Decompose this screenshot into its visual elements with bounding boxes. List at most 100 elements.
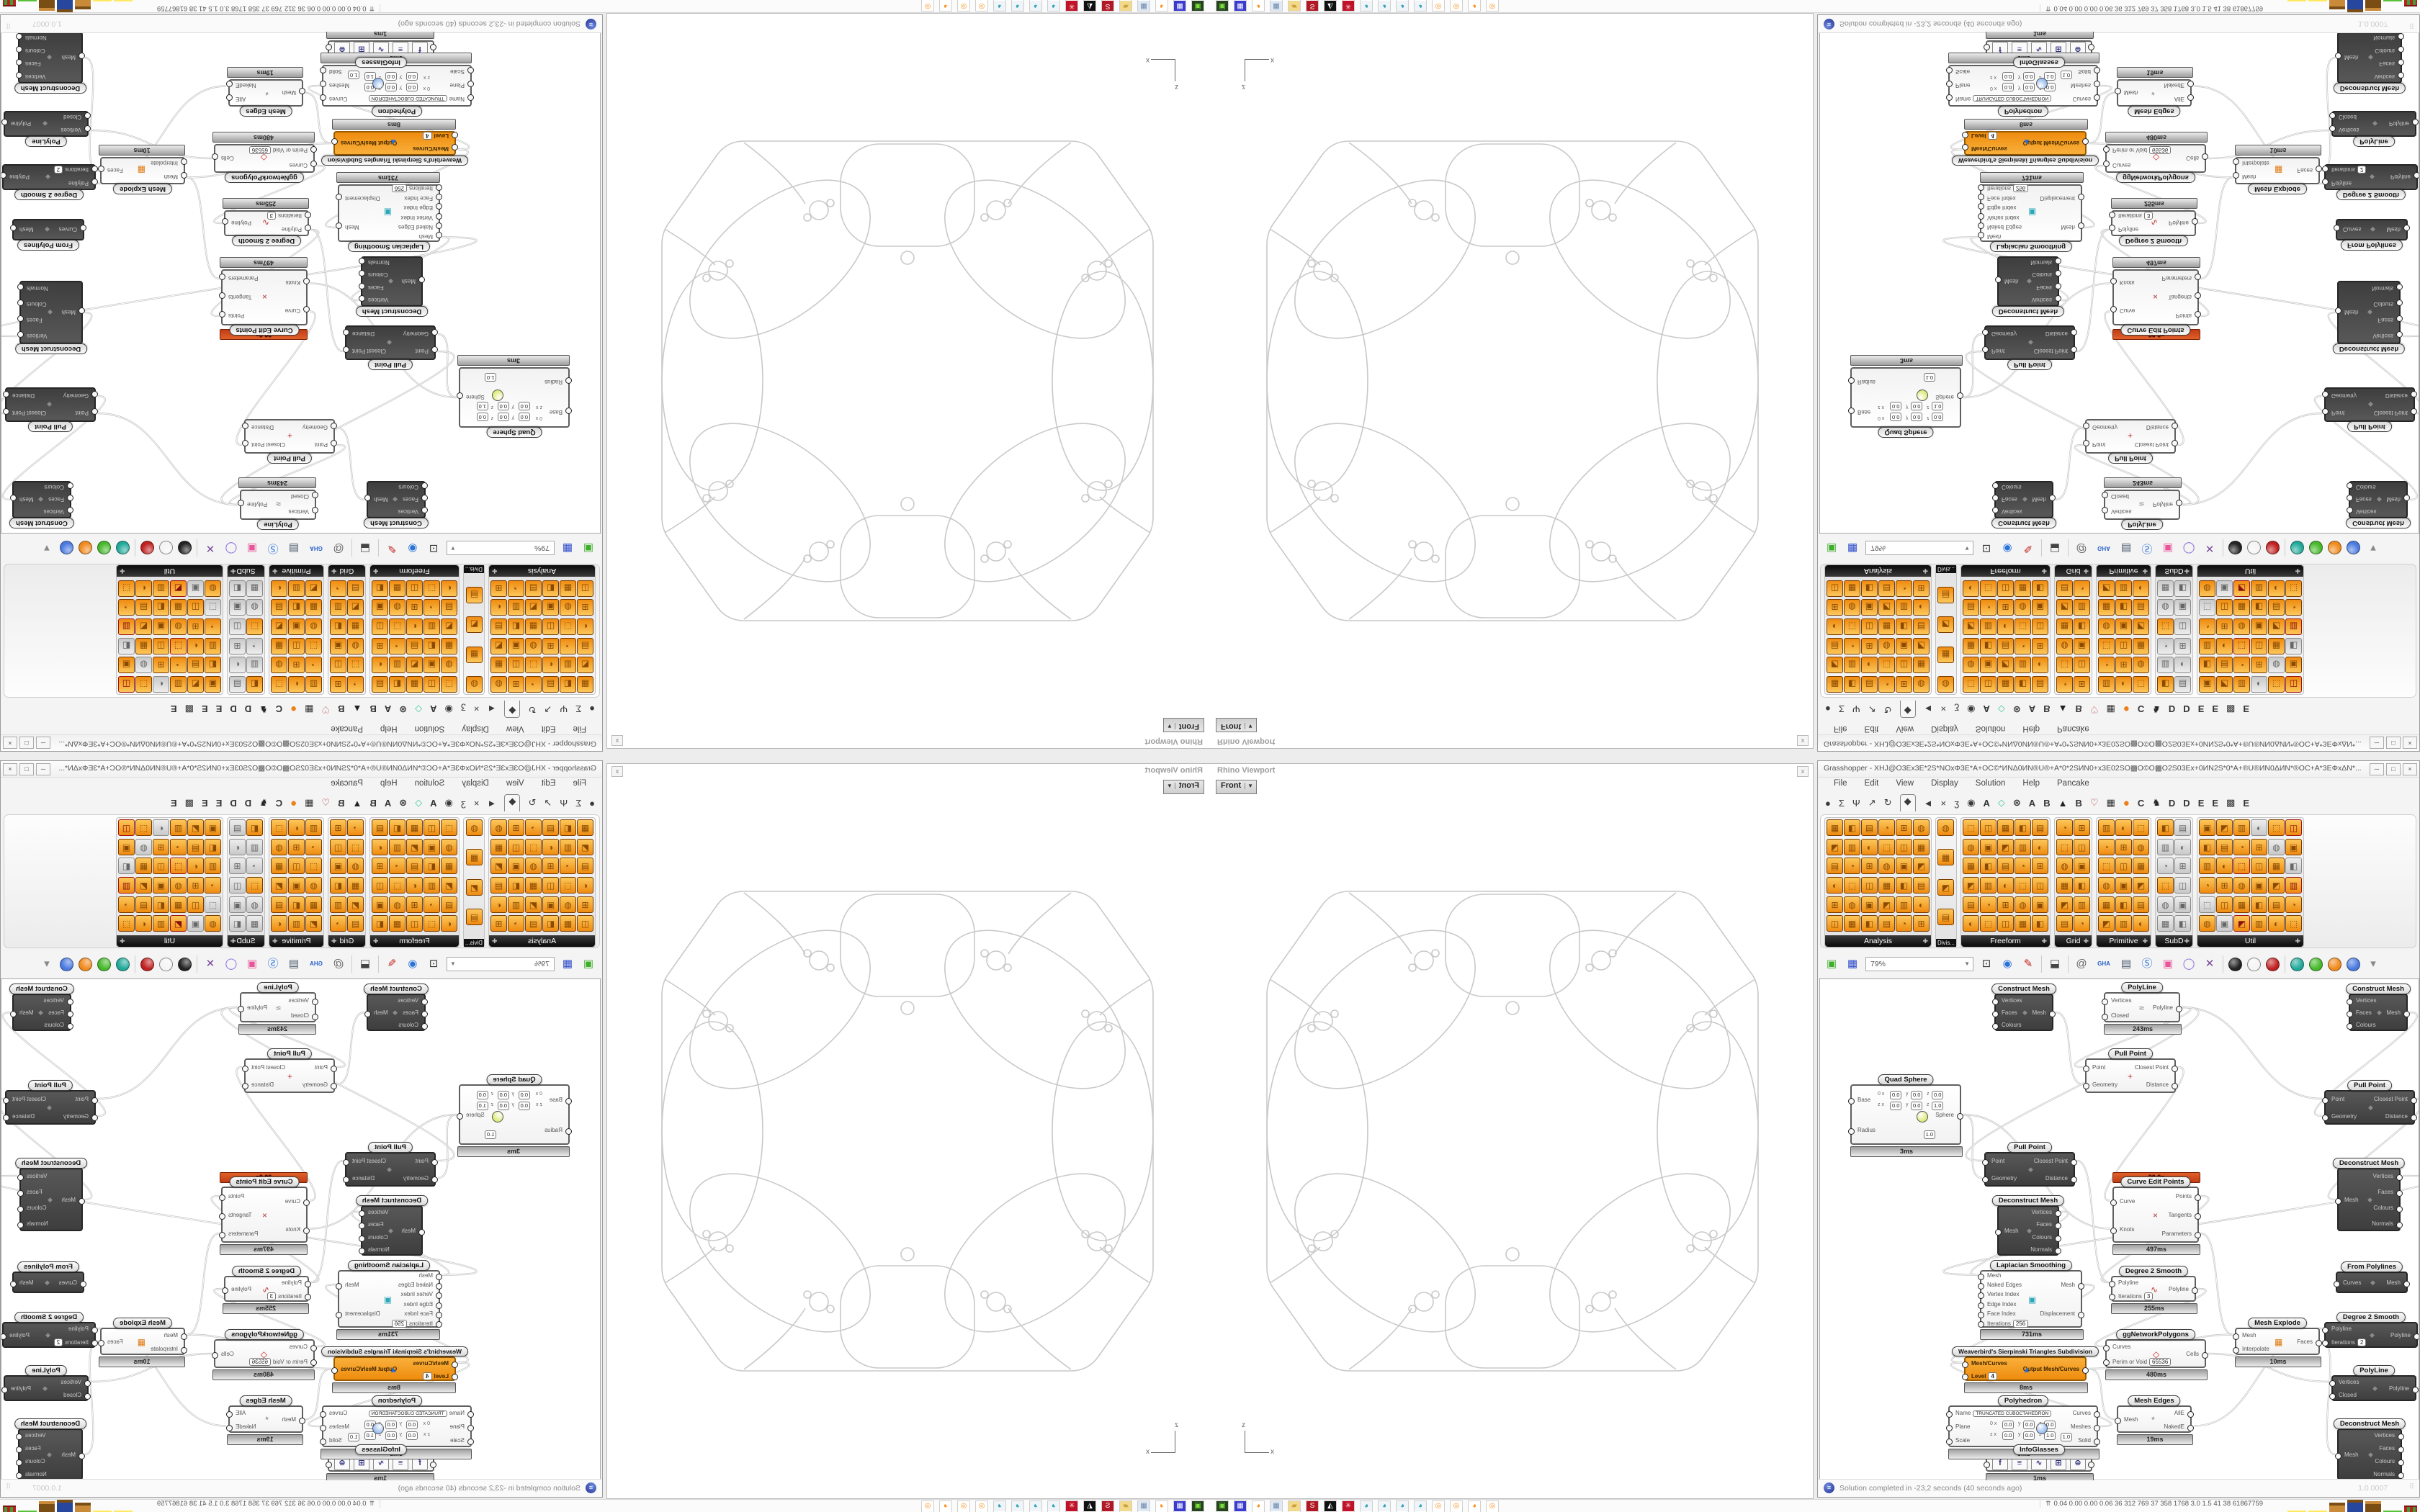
taskbar-icon-paint-palette[interactable]: ◕ <box>1360 1500 1373 1512</box>
output-port[interactable] <box>2187 1424 2194 1431</box>
field-value[interactable]: 0.0 <box>1890 1091 1902 1099</box>
output-port[interactable] <box>343 329 349 336</box>
output-port[interactable] <box>2403 1011 2410 1017</box>
component-icon[interactable]: ▥ <box>2098 676 2115 693</box>
component-icon[interactable]: ◫ <box>2074 657 2090 674</box>
preview-wire-button[interactable] <box>159 541 173 555</box>
input-port[interactable] <box>418 276 425 283</box>
output-port[interactable] <box>2094 66 2100 73</box>
component-icon[interactable]: ▥ <box>389 657 405 674</box>
chevron-down-icon[interactable]: ▼ <box>1166 723 1175 729</box>
field-value[interactable]: 0.0 <box>1890 1102 1902 1110</box>
component-icon[interactable]: ▦ <box>170 896 187 913</box>
output-port[interactable] <box>2411 391 2417 397</box>
component-icon[interactable]: ▦ <box>525 618 542 636</box>
plugin-tab[interactable]: ▲ <box>2058 703 2068 715</box>
input-value[interactable]: 4 <box>1988 132 1997 140</box>
component-icon[interactable]: ◩ <box>1997 657 2014 674</box>
plugin-tab[interactable]: ◇ <box>415 797 423 808</box>
output-port[interactable] <box>3 1097 9 1104</box>
component-icon[interactable]: ◍ <box>441 657 457 674</box>
component-icon[interactable]: ◫ <box>372 876 388 894</box>
component-icon[interactable]: ▥ <box>2251 915 2267 932</box>
component-icon[interactable]: ◩ <box>1878 896 1895 913</box>
expand-icon[interactable]: ✚ <box>331 567 337 575</box>
component-icon[interactable]: ▥ <box>2074 599 2090 616</box>
palette-section-label[interactable]: Util ✚ <box>2197 935 2303 947</box>
component-icon[interactable]: ▦ <box>490 838 507 855</box>
component-icon[interactable]: ◍ <box>2098 876 2115 894</box>
gh-node-fp[interactable]: Curves Mesh ◆ <box>10 1272 86 1293</box>
plugin-tab[interactable]: ◇ <box>1997 797 2005 808</box>
category-tab-icon[interactable]: Σ <box>575 703 582 715</box>
component-icon[interactable]: ◧ <box>560 676 576 693</box>
taskbar-icon-floppy-64[interactable]: ▦ <box>1234 1500 1247 1512</box>
component-icon[interactable]: ▦ <box>2268 637 2285 654</box>
component-icon[interactable]: ▥ <box>153 580 169 597</box>
node-label-cmB[interactable]: Construct Mesh <box>9 984 74 994</box>
plugin-tab[interactable]: B <box>338 797 345 809</box>
component-icon[interactable]: ⬚ <box>271 819 287 836</box>
node-label-plB[interactable]: PolyLine <box>25 1365 67 1376</box>
gh-node-me[interactable]: Mesh AllE NakedE * <box>226 79 305 107</box>
taskbar-icon-calculator[interactable]: ▦ <box>1270 1500 1283 1512</box>
component-icon[interactable]: ▤ <box>441 599 457 616</box>
component-icon[interactable]: ◔ <box>347 819 364 836</box>
input-port[interactable] <box>2347 495 2353 501</box>
node-label-ppA[interactable]: Pull Point <box>2108 1048 2153 1059</box>
taskbar-icon-firefox[interactable]: ◕ <box>1468 1500 1481 1512</box>
node-label-ppB[interactable]: Pull Point <box>28 1080 73 1091</box>
input-port[interactable] <box>305 1294 311 1300</box>
gha-loader-button[interactable]: GHA <box>310 960 323 967</box>
component-icon[interactable]: ◍ <box>2015 599 2031 616</box>
palette-section-label[interactable]: Grid ✚ <box>328 935 365 947</box>
component-icon[interactable]: ⬚ <box>424 915 440 932</box>
component-icon[interactable]: ◐ <box>542 657 559 674</box>
input-port[interactable] <box>1992 1023 1999 1030</box>
input-port[interactable] <box>2102 1013 2108 1020</box>
component-icon[interactable]: ◧ <box>229 580 246 597</box>
component-icon[interactable]: ◔ <box>118 599 135 616</box>
component-icon[interactable]: ◩ <box>1827 838 1843 855</box>
component-icon[interactable]: ⬚ <box>305 637 322 654</box>
component-icon[interactable]: ▦ <box>525 876 542 894</box>
field-value[interactable]: 1.0 <box>1932 402 1944 410</box>
input-value[interactable]: 2 <box>2357 166 2367 174</box>
component-icon[interactable]: ⊞ <box>2074 819 2090 836</box>
component-icon[interactable]: ⬚ <box>389 876 405 894</box>
component-icon[interactable]: ◩ <box>490 858 507 875</box>
plugin-tab[interactable]: D <box>2183 797 2190 809</box>
taskbar-icon-firefox[interactable]: ◕ <box>1155 0 1168 12</box>
category-tab-icon[interactable]: ● <box>1825 797 1831 809</box>
node-label-qs[interactable]: Quad Sphere <box>486 1074 542 1085</box>
gh-node-ppC[interactable]: Point Geometry Closest Point Distance ◆ <box>1982 325 2077 360</box>
component-icon[interactable]: ⬚ <box>347 838 364 855</box>
menu-item-solution[interactable]: Solution <box>414 779 445 788</box>
component-icon[interactable]: ◩ <box>2098 580 2115 597</box>
component-icon[interactable]: ▤ <box>1878 580 1895 597</box>
component-icon[interactable]: ◩ <box>406 657 423 674</box>
component-icon[interactable]: ◫ <box>1861 876 1878 894</box>
cluster-box-button[interactable]: ▣ <box>246 958 258 970</box>
component-icon[interactable]: ▦ <box>406 676 423 693</box>
component-icon[interactable]: ◍ <box>2098 618 2115 636</box>
component-icon[interactable]: ◩ <box>305 580 322 597</box>
component-icon[interactable]: ◐ <box>372 838 388 855</box>
gh-node-plB[interactable]: Vertices Closed Polyline ◆ <box>1 111 91 137</box>
category-tab-icon[interactable]: ʒ <box>1954 703 1960 715</box>
component-icon[interactable]: ◔ <box>305 838 322 855</box>
gh-node-ppB[interactable]: Point Geometry Closest Point Distance ◆ <box>2322 1090 2417 1125</box>
node-label-dmA[interactable]: Deconstruct Mesh <box>2332 1158 2406 1169</box>
plugin-tab[interactable]: ♡ <box>2089 704 2099 715</box>
expand-icon[interactable]: ✚ <box>331 937 337 945</box>
expand-icon[interactable]: ✚ <box>2295 937 2300 945</box>
chevron-down-icon[interactable]: ▼ <box>1964 545 1970 552</box>
component-icon[interactable]: ◔ <box>525 676 542 693</box>
palette-section-label[interactable]: Util ✚ <box>117 565 223 577</box>
output-port[interactable] <box>2049 1011 2056 1017</box>
component-icon[interactable]: ▥ <box>2251 580 2267 597</box>
input-port[interactable] <box>1962 144 1968 151</box>
component-icon[interactable]: ▣ <box>2285 657 2302 674</box>
component-icon[interactable]: ◩ <box>271 876 287 894</box>
